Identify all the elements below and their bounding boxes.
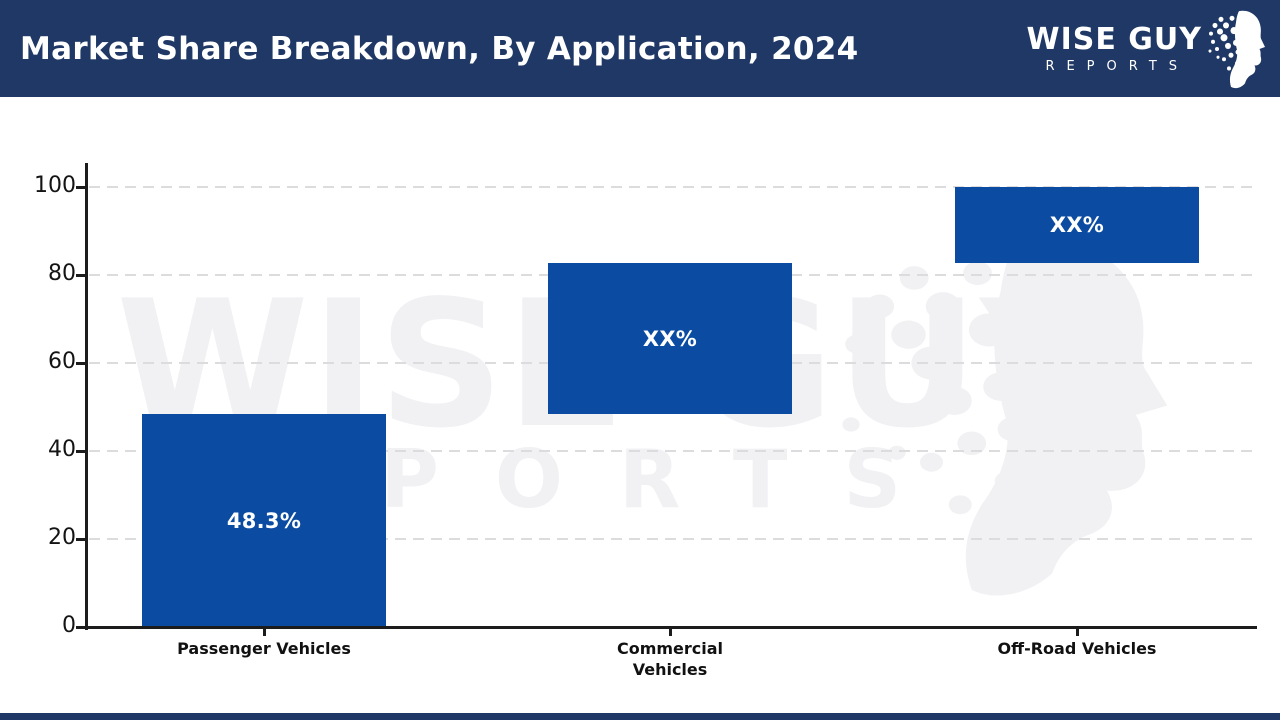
bar-segment: XX%	[955, 187, 1199, 263]
y-tick-mark-40	[76, 450, 85, 453]
y-tick-label-40: 40	[48, 437, 76, 462]
bar-value-label: XX%	[1049, 212, 1105, 237]
x-category-label: Off-Road Vehicles	[997, 639, 1157, 658]
wiseguy-face-icon	[1208, 10, 1265, 89]
x-tick-mark	[669, 627, 672, 636]
gridline-100	[89, 186, 1257, 188]
bar-segment: 48.3%	[142, 414, 386, 627]
x-tick-mark	[1076, 627, 1079, 636]
bar-segment: XX%	[548, 262, 792, 415]
watermark-face-icon	[842, 238, 1168, 596]
chart-title: Market Share Breakdown, By Application, …	[20, 30, 859, 67]
gridline-20	[89, 538, 1257, 540]
header-bar: Market Share Breakdown, By Application, …	[0, 0, 1280, 97]
footer-bar	[0, 713, 1280, 720]
x-category-label: Passenger Vehicles	[177, 639, 351, 658]
wiseguy-logo-text: WISE GUY REPORTS	[1026, 24, 1202, 74]
x-category-label: Commercial Vehicles	[616, 639, 724, 679]
y-tick-label-20: 20	[48, 525, 76, 550]
gridline-40	[89, 450, 1257, 452]
bar-value-label: XX%	[642, 326, 698, 351]
x-tick-mark	[263, 627, 266, 636]
wiseguy-logo: WISE GUY REPORTS	[1026, 5, 1266, 93]
y-tick-label-80: 80	[48, 261, 76, 286]
y-tick-label-0: 0	[62, 613, 76, 638]
y-tick-mark-80	[76, 274, 85, 277]
y-tick-label-60: 60	[48, 349, 76, 374]
x-axis-line	[85, 626, 1257, 629]
y-tick-mark-100	[76, 186, 85, 189]
wiseguy-logo-wordmark: WISE GUY	[1026, 22, 1202, 58]
y-tick-mark-0	[76, 626, 85, 629]
y-tick-label-100: 100	[34, 173, 76, 198]
y-tick-mark-20	[76, 538, 85, 541]
y-axis-line	[85, 163, 88, 630]
bar-value-label: 48.3%	[226, 508, 302, 533]
y-tick-mark-60	[76, 362, 85, 365]
wiseguy-logo-subtitle: REPORTS	[1045, 58, 1190, 74]
